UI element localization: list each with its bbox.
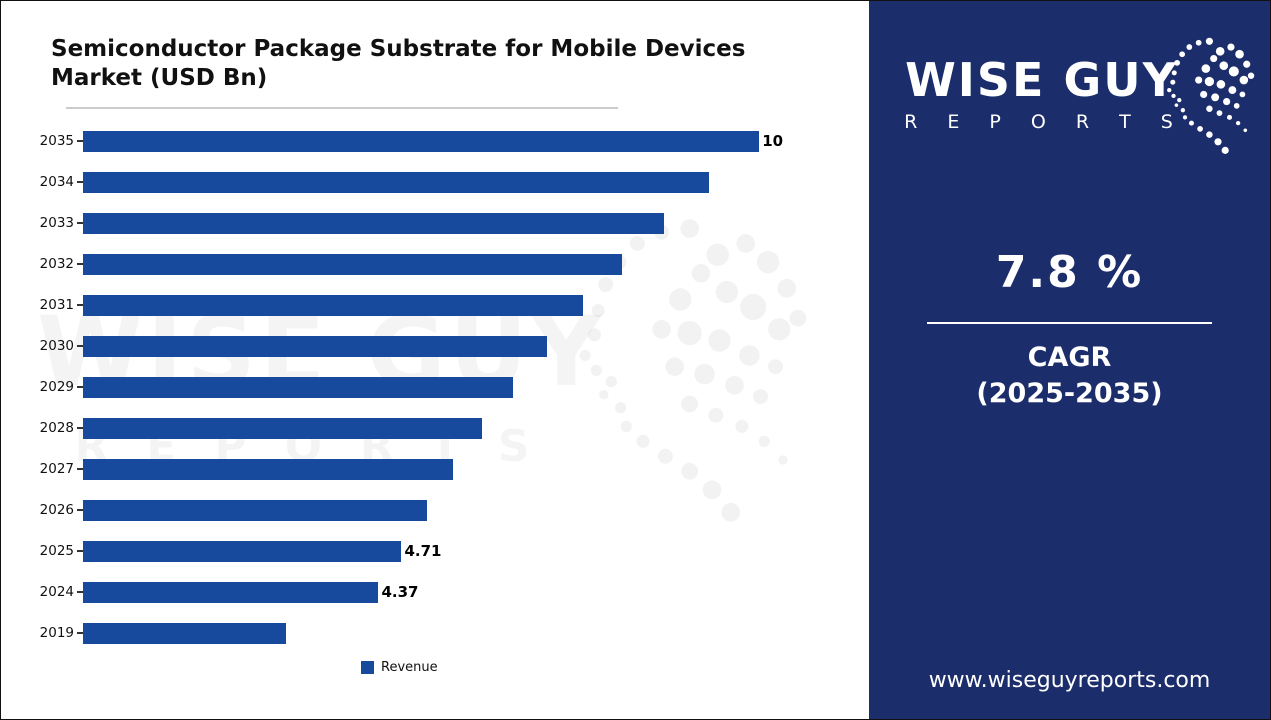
y-axis-tick-mark <box>77 222 83 224</box>
y-axis-tick-mark <box>77 427 83 429</box>
chart-title: Semiconductor Package Substrate for Mobi… <box>51 36 746 91</box>
bar-track <box>83 253 793 275</box>
cagr-divider <box>927 322 1212 324</box>
revenue-bar <box>83 417 482 439</box>
y-axis-tick-mark <box>77 304 83 306</box>
y-axis-tick-label: 2027 <box>39 461 74 477</box>
cagr-label-line1: CAGR <box>1027 342 1112 373</box>
website-url: www.wiseguyreports.com <box>928 668 1211 693</box>
bar-track <box>83 458 793 480</box>
revenue-bar <box>83 253 622 275</box>
chart-bar-row: 2033 <box>15 203 869 244</box>
y-axis-tick-mark <box>77 468 83 470</box>
cagr-block: 7.8 % CAGR (2025-2035) <box>869 247 1270 413</box>
bar-chart: 2035 10 2034 2033 2032 2031 2030 2029 2028 2027 20… <box>15 121 869 654</box>
chart-bar-row: 2027 <box>15 449 869 490</box>
revenue-bar <box>83 458 453 480</box>
bar-track: 4.37 <box>83 581 793 603</box>
revenue-bar <box>83 130 760 152</box>
bar-track <box>83 622 793 644</box>
y-axis-tick-mark <box>77 550 83 552</box>
bar-track <box>83 335 793 357</box>
revenue-bar <box>83 376 514 398</box>
chart-legend: Revenue <box>361 660 869 675</box>
title-underline <box>66 106 618 109</box>
bar-track <box>83 171 793 193</box>
brand-sidebar: WISE GUY R E P O R T S 7.8 % CAGR (2025-… <box>869 1 1270 719</box>
legend-swatch-revenue <box>361 660 374 674</box>
y-axis-tick-mark <box>77 632 83 634</box>
cagr-value: 7.8 % <box>995 247 1144 298</box>
bar-value-label: 4.37 <box>381 583 419 601</box>
y-axis-tick-label: 2032 <box>39 256 74 272</box>
logo-wise-guy-text: WISE GUY <box>905 53 1178 107</box>
chart-bar-row: 2019 <box>15 613 869 654</box>
y-axis-tick-mark <box>77 263 83 265</box>
y-axis-tick-label: 2031 <box>39 297 74 313</box>
revenue-bar <box>83 171 710 193</box>
logo-reports-text: R E P O R T S <box>904 111 1185 133</box>
chart-bar-row: 2031 <box>15 285 869 326</box>
y-axis-tick-mark <box>77 140 83 142</box>
y-axis-tick-mark <box>77 591 83 593</box>
wiseguy-logo: WISE GUY R E P O R T S <box>869 37 1270 159</box>
y-axis-tick-label: 2025 <box>39 543 74 559</box>
chart-bar-row: 2032 <box>15 244 869 285</box>
y-axis-tick-label: 2024 <box>39 584 74 600</box>
bar-track <box>83 294 793 316</box>
y-axis-tick-mark <box>77 509 83 511</box>
revenue-bar <box>83 622 286 644</box>
chart-bar-row: 2030 <box>15 326 869 367</box>
wiseguy-logo-head-icon <box>1166 37 1255 154</box>
chart-bar-row: 2028 <box>15 408 869 449</box>
y-axis-tick-label: 2033 <box>39 215 74 231</box>
revenue-bar <box>83 212 664 234</box>
revenue-bar <box>83 540 402 562</box>
revenue-bar <box>83 581 379 603</box>
cagr-label: CAGR (2025-2035) <box>869 340 1270 413</box>
wiseguy-logo-text: WISE GUY R E P O R T S <box>898 53 1185 133</box>
bar-track <box>83 499 793 521</box>
bar-track: 10 <box>83 130 793 152</box>
bar-track <box>83 417 793 439</box>
y-axis-tick-label: 2034 <box>39 174 74 190</box>
y-axis-tick-mark <box>77 181 83 183</box>
y-axis-tick-label: 2026 <box>39 502 74 518</box>
revenue-bar <box>83 294 583 316</box>
revenue-bar <box>83 499 427 521</box>
bar-value-label: 10 <box>762 132 784 150</box>
y-axis-tick-label: 2030 <box>39 338 74 354</box>
legend-label-revenue: Revenue <box>381 659 438 675</box>
cagr-label-line2: (2025-2035) <box>976 378 1163 410</box>
y-axis-tick-label: 2029 <box>39 379 74 395</box>
bar-track <box>83 212 793 234</box>
chart-bar-row: 2026 <box>15 490 869 531</box>
y-axis-tick-label: 2035 <box>39 133 74 149</box>
y-axis-tick-label: 2028 <box>39 420 74 436</box>
chart-bar-row: 2034 <box>15 162 869 203</box>
chart-bar-row: 2029 <box>15 367 869 408</box>
bar-value-label: 4.71 <box>404 542 442 560</box>
chart-bar-row: 2024 4.37 <box>15 572 869 613</box>
y-axis-tick-label: 2019 <box>39 625 74 641</box>
y-axis-tick-mark <box>77 386 83 388</box>
y-axis-tick-mark <box>77 345 83 347</box>
chart-bar-row: 2025 4.71 <box>15 531 869 572</box>
bar-track <box>83 376 793 398</box>
chart-bar-row: 2035 10 <box>15 121 869 162</box>
bar-track: 4.71 <box>83 540 793 562</box>
revenue-bar <box>83 335 547 357</box>
